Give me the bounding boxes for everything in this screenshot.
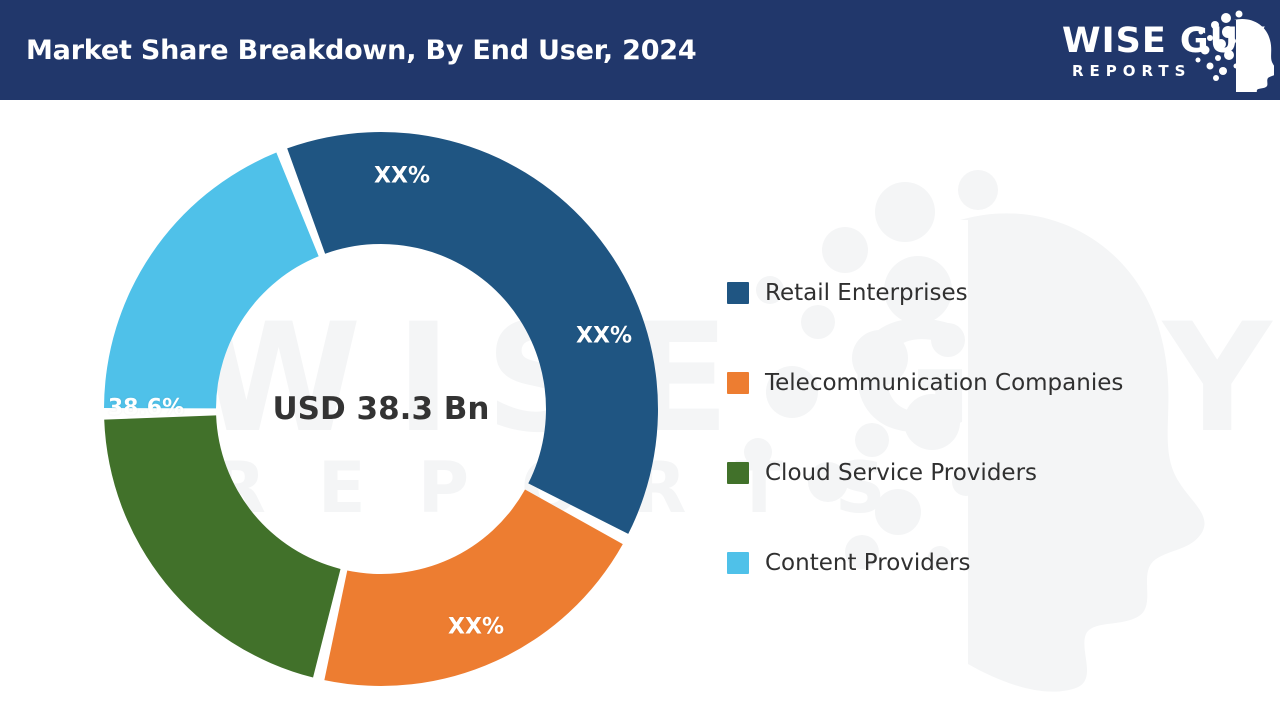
legend-item[interactable]: Cloud Service Providers bbox=[727, 428, 1267, 518]
chart-legend: Retail Enterprises Telecommunication Comp… bbox=[727, 248, 1267, 608]
header-bar: Market Share Breakdown, By End User, 202… bbox=[0, 0, 1280, 100]
legend-label: Telecommunication Companies bbox=[765, 370, 1124, 396]
slice-percent-label: 38.6% bbox=[107, 395, 185, 421]
legend-item[interactable]: Retail Enterprises bbox=[727, 248, 1267, 338]
legend-label: Retail Enterprises bbox=[765, 280, 968, 306]
legend-color-swatch bbox=[727, 372, 749, 394]
donut-chart: USD 38.3 Bn 38.6% XX% XX% XX% bbox=[0, 100, 720, 720]
wise-guy-reports-logo: WISE GUY REPORTS bbox=[1058, 8, 1278, 100]
page-title: Market Share Breakdown, By End User, 202… bbox=[26, 34, 697, 66]
legend-label: Content Providers bbox=[765, 550, 971, 576]
legend-label: Cloud Service Providers bbox=[765, 460, 1038, 486]
slice-percent-label: XX% bbox=[374, 163, 430, 189]
legend-item[interactable]: Content Providers bbox=[727, 518, 1267, 608]
pie-slice[interactable] bbox=[104, 415, 341, 678]
legend-color-swatch bbox=[727, 552, 749, 574]
legend-color-swatch bbox=[727, 462, 749, 484]
slice-percent-label: XX% bbox=[448, 614, 504, 640]
legend-item[interactable]: Telecommunication Companies bbox=[727, 338, 1267, 428]
center-value-label: USD 38.3 Bn bbox=[272, 391, 490, 427]
slice-percent-label: XX% bbox=[576, 323, 632, 349]
pie-slice[interactable] bbox=[287, 131, 658, 534]
pie-slices bbox=[104, 131, 658, 686]
svg-text:REPORTS: REPORTS bbox=[1072, 62, 1191, 80]
pie-slice[interactable] bbox=[104, 152, 319, 409]
donut-svg bbox=[104, 131, 658, 686]
legend-color-swatch bbox=[727, 282, 749, 304]
pie-slice[interactable] bbox=[324, 489, 623, 686]
